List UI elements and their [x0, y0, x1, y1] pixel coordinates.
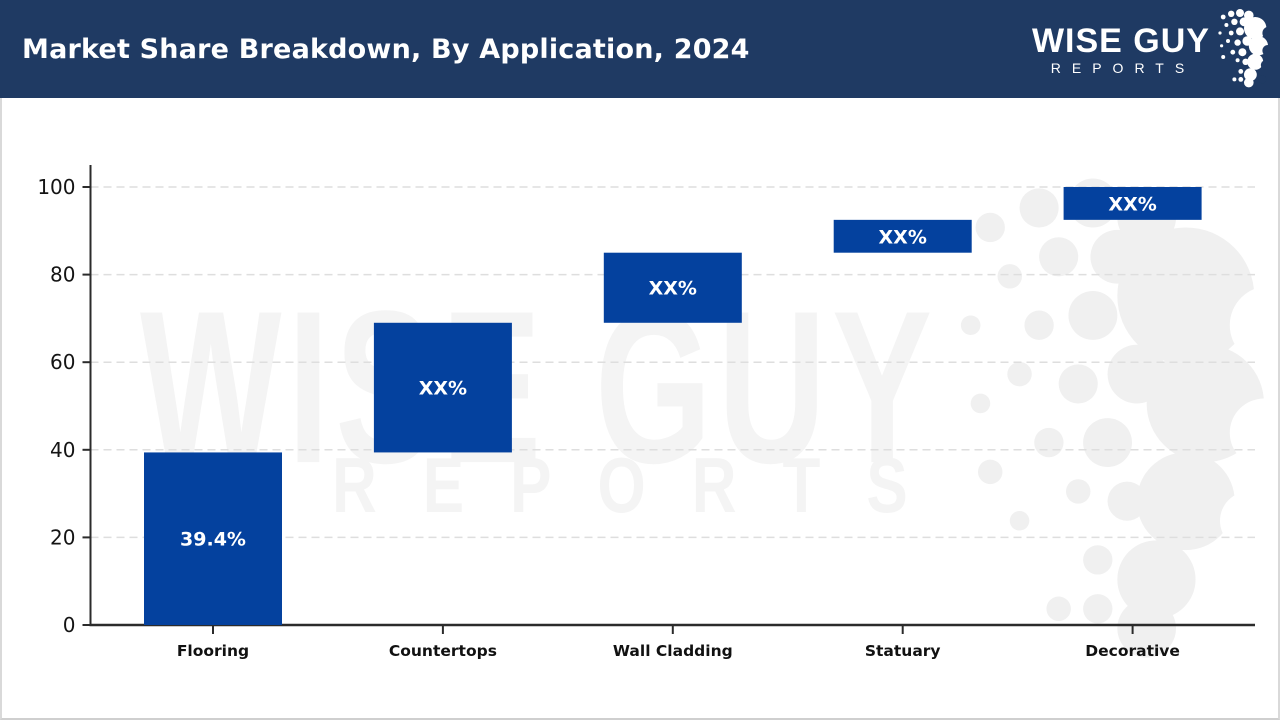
y-tick-label: 0: [63, 613, 76, 637]
watermark-wordmark: WISE GUY: [140, 264, 939, 509]
header-bar: Market Share Breakdown, By Application, …: [0, 0, 1280, 98]
bar-value-label: XX%: [1108, 193, 1156, 215]
bar-segment: [1063, 187, 1202, 220]
y-tick-label: 20: [50, 525, 75, 549]
x-axis-label: Countertops: [389, 642, 497, 660]
bar-segment: [603, 252, 742, 323]
y-tick-label: 80: [50, 263, 75, 287]
watermark-head-graphic: [960, 178, 1264, 658]
x-axis-label: Flooring: [177, 642, 249, 660]
y-tick-label: 40: [50, 438, 75, 462]
x-axis-label: Decorative: [1085, 642, 1180, 660]
logo-subtext: REPORTS: [1050, 59, 1196, 76]
y-tick-label: 60: [50, 350, 75, 374]
bar-value-label: XX%: [419, 378, 467, 400]
bar-value-label: XX%: [879, 226, 927, 248]
y-tick-label: 100: [37, 175, 75, 199]
page-title: Market Share Breakdown, By Application, …: [22, 33, 750, 65]
watermark-subtext: REPORTS: [332, 443, 954, 530]
bar-value-label: 39.4%: [180, 529, 246, 551]
brand-logo: WISE GUY REPORTS: [1032, 9, 1280, 89]
logo-wordmark: WISE GUY: [1031, 21, 1210, 60]
x-axis-label: Wall Cladding: [613, 642, 733, 660]
x-axis-label: Statuary: [865, 642, 941, 660]
logo-head-icon: [1218, 9, 1268, 88]
bar-segment: [144, 452, 282, 625]
bar-segment: [833, 219, 972, 253]
bar-value-label: XX%: [649, 278, 697, 300]
bar-segment: [373, 322, 512, 453]
